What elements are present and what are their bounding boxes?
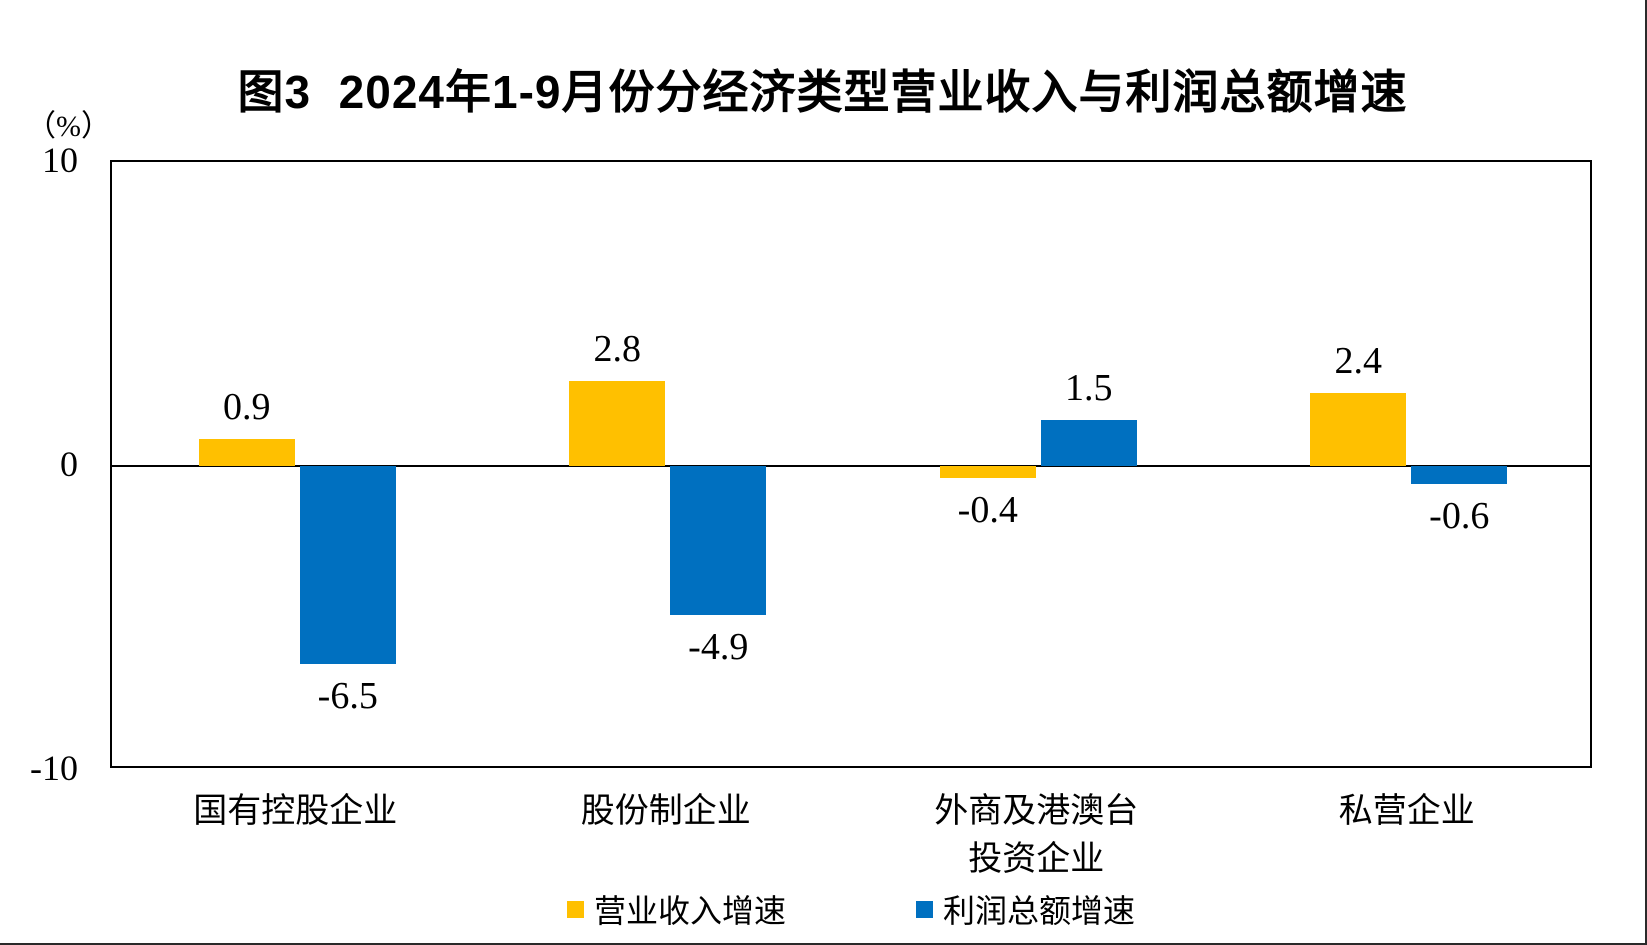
zero-axis-line — [112, 465, 1590, 467]
bar — [670, 466, 767, 615]
value-label: -6.5 — [317, 674, 378, 717]
bar — [1040, 420, 1137, 466]
value-label: -0.6 — [1429, 495, 1490, 538]
legend-item: 利润总额增速 — [916, 886, 1135, 932]
y-axis-tick-label: 0 — [60, 444, 78, 484]
bar — [569, 380, 666, 466]
value-label: 2.8 — [593, 327, 642, 370]
bar — [198, 438, 295, 466]
category-label-line: 股份制企业 — [580, 793, 751, 830]
category-label: 私营企业 — [1187, 788, 1627, 836]
y-axis-tick-label: -10 — [30, 748, 78, 788]
bar — [1310, 393, 1407, 466]
legend: 营业收入增速 利润总额增速 — [110, 886, 1592, 932]
value-label: 1.5 — [1065, 367, 1113, 410]
bar — [1411, 466, 1508, 485]
bar — [939, 466, 1036, 479]
y-axis-unit-label: （%） — [26, 110, 111, 143]
legend-swatch-icon — [916, 900, 933, 918]
category-label-line: 私营企业 — [1338, 793, 1475, 830]
category-label: 国有控股企业 — [75, 788, 515, 836]
bar — [299, 466, 396, 664]
value-label: -0.4 — [957, 489, 1018, 532]
category-label-line: 投资企业 — [968, 841, 1105, 878]
legend-swatch-icon — [566, 900, 584, 918]
category-label: 外商及港澳台 投资企业 — [816, 788, 1256, 884]
y-axis-tick-label: 10 — [42, 140, 78, 180]
category-label-line: 国有控股企业 — [193, 793, 398, 830]
value-label: -4.9 — [688, 625, 749, 668]
legend-label: 营业收入增速 — [593, 893, 786, 929]
legend-item: 营业收入增速 — [566, 886, 786, 932]
value-label: 2.4 — [1334, 340, 1383, 383]
chart-title: 图3 2024年1-9月份分经济类型营业收入与利润总额增速 — [237, 66, 1408, 118]
plot-area: 0.9 -6.5 2.8 -4.9 -0.4 1.5 2.4 -0.6 — [110, 160, 1592, 768]
category-label: 股份制企业 — [446, 788, 886, 836]
value-label: 0.9 — [223, 385, 271, 428]
category-label-line: 外商及港澳台 — [934, 793, 1139, 830]
legend-label: 利润总额增速 — [943, 893, 1136, 929]
